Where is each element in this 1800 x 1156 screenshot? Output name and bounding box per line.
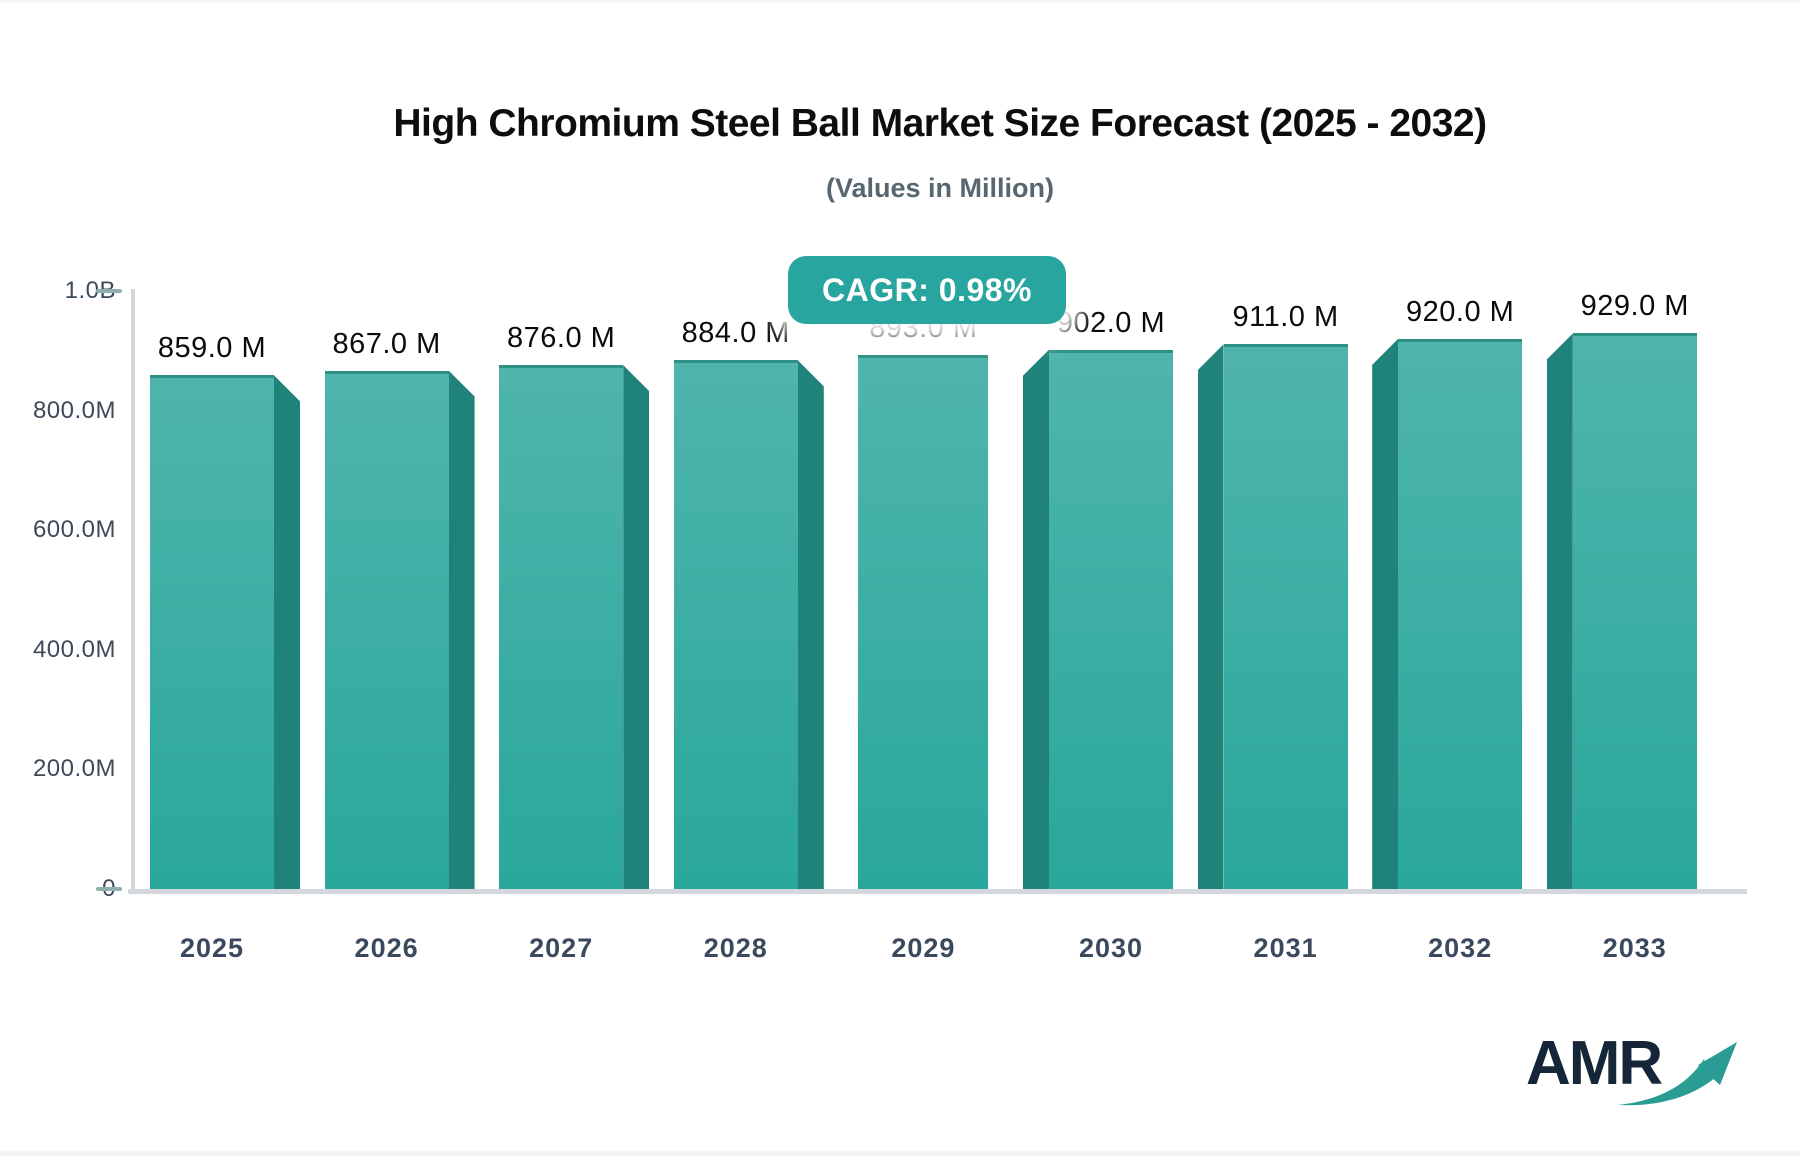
y-axis-tick-1.0B	[96, 289, 122, 293]
bar-2028[interactable]	[673, 360, 824, 889]
y-axis-label-400.0M: 400.0M	[32, 635, 116, 663]
bar-value-label-2027: 876.0 M	[507, 322, 616, 355]
x-axis-label-2025: 2025	[179, 933, 245, 963]
bar-value-label-2031: 911.0 M	[1232, 301, 1339, 334]
x-axis-label-2027: 2027	[529, 933, 594, 963]
amr-logo: AMR	[1526, 1025, 1766, 1135]
bar-face-2032	[1398, 338, 1523, 889]
bar-side-2026	[448, 370, 475, 889]
x-axis-line	[128, 889, 1747, 894]
bar-2026[interactable]	[324, 370, 475, 889]
bar-face-2028	[673, 360, 798, 889]
bar-2032[interactable]	[1372, 338, 1523, 889]
x-axis-label-2033: 2033	[1602, 933, 1667, 963]
bar-2025[interactable]	[150, 375, 300, 889]
bar-value-label-2026: 867.0 M	[332, 327, 441, 360]
y-axis-label-800.0M: 800.0M	[32, 396, 116, 424]
chart-title: High Chromium Steel Ball Market Size For…	[393, 102, 1487, 145]
bar-face-2027	[499, 365, 624, 889]
bar-value-label-2025: 859.0 M	[157, 332, 267, 365]
y-axis-label-600.0M: 600.0M	[32, 516, 116, 544]
x-axis-label-2031: 2031	[1253, 933, 1318, 963]
chart-subtitle: (Values in Million)	[825, 173, 1055, 203]
bar-2030[interactable]	[1023, 349, 1173, 889]
cagr-badge: CAGR: 0.98%	[788, 256, 1066, 324]
bar-side-2031	[1197, 344, 1224, 889]
x-axis-label-2028: 2028	[703, 933, 768, 963]
bar-value-label-2032: 920.0 M	[1406, 295, 1515, 328]
y-axis-label-200.0M: 200.0M	[32, 755, 116, 783]
x-axis-label-2032: 2032	[1428, 933, 1493, 963]
bar-side-2028	[797, 360, 824, 889]
x-axis-label-2026: 2026	[354, 933, 419, 963]
y-axis-tick-0	[96, 887, 122, 891]
bar-value-label-2033: 929.0 M	[1580, 290, 1689, 323]
bar-face-2026	[324, 370, 449, 889]
x-axis-label-2030: 2030	[1078, 933, 1144, 963]
bar-face-2030	[1049, 349, 1173, 889]
bar-2029[interactable]	[848, 354, 998, 889]
bar-face-2025	[150, 375, 274, 889]
bar-2031[interactable]	[1197, 344, 1348, 889]
amr-logo-text: AMR	[1526, 1029, 1663, 1098]
bar-face-2031	[1223, 344, 1348, 889]
bar-value-label-2028: 884.0 M	[681, 317, 790, 350]
bar-side-2027	[623, 365, 650, 889]
bar-2033[interactable]	[1546, 333, 1697, 889]
bar-face-2029	[858, 354, 989, 889]
bar-value-label-2030: 902.0 M	[1056, 306, 1166, 339]
bar-2027[interactable]	[499, 365, 650, 889]
x-axis-label-2029: 2029	[891, 933, 956, 963]
cagr-badge-label: CAGR: 0.98%	[822, 271, 1032, 308]
bar-side-2033	[1546, 333, 1573, 889]
growth-arrow-icon	[1618, 1042, 1737, 1106]
y-axis-line	[131, 289, 135, 891]
bar-face-2033	[1572, 333, 1697, 889]
bar-side-2025	[274, 375, 300, 889]
bar-side-2030	[1023, 349, 1049, 889]
bar-side-2032	[1372, 338, 1399, 889]
